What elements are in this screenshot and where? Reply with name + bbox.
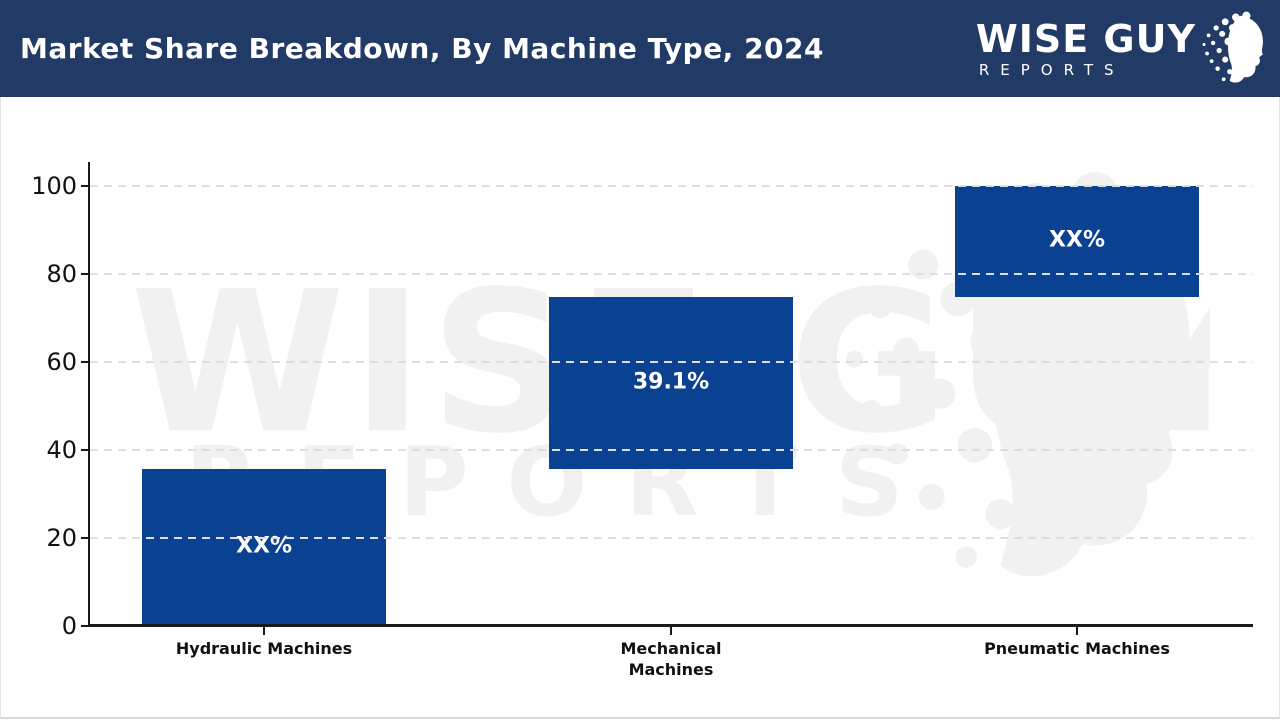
x-tick-mark	[263, 627, 265, 635]
page-title: Market Share Breakdown, By Machine Type,…	[20, 32, 824, 65]
y-tick-label: 80	[46, 260, 77, 288]
y-tick-mark	[81, 625, 89, 627]
x-category-label: Pneumatic Machines	[937, 638, 1217, 659]
x-category-label-line: Machines	[628, 660, 714, 679]
bar-value-label: 39.1%	[632, 369, 710, 395]
y-tick-label: 40	[46, 436, 77, 464]
y-tick-mark	[81, 185, 89, 187]
y-tick-mark	[81, 361, 89, 363]
bar-value-label: XX%	[1049, 227, 1105, 253]
y-tick-mark	[81, 537, 89, 539]
y-gridline	[90, 273, 1253, 275]
x-category-label-line: Pneumatic Machines	[984, 639, 1170, 658]
y-axis-line	[88, 162, 90, 627]
x-axis-line	[88, 624, 1253, 627]
bar-mechanical-machines: 39.1%	[549, 296, 793, 469]
x-category-label: Mechanical Machines	[531, 638, 811, 680]
y-gridline	[90, 537, 1253, 539]
wiseguy-logo: WISE GUY REPORTS	[976, 9, 1266, 89]
y-gridline	[90, 361, 1253, 363]
y-tick-label: 60	[46, 348, 77, 376]
bar-hydraulic-machines: XX%	[142, 468, 386, 626]
x-category-label: Hydraulic Machines	[124, 638, 404, 659]
header: Market Share Breakdown, By Machine Type,…	[0, 0, 1280, 97]
y-tick-label: 20	[46, 524, 77, 552]
logo-wordmark: WISE GUY	[975, 16, 1196, 61]
y-tick-mark	[81, 273, 89, 275]
logo-subtitle: REPORTS	[978, 60, 1125, 79]
x-category-label-line: Mechanical	[620, 639, 722, 658]
y-tick-label: 100	[31, 172, 77, 200]
logo-text: WISE GUY REPORTS	[976, 20, 1196, 78]
y-tick-mark	[81, 449, 89, 451]
y-tick-label: 0	[61, 612, 77, 640]
y-gridline	[90, 449, 1253, 451]
x-tick-mark	[1076, 627, 1078, 635]
y-gridline	[90, 185, 1253, 187]
x-tick-mark	[670, 627, 672, 635]
x-category-label-line: Hydraulic Machines	[175, 639, 353, 658]
bar-pneumatic-machines: XX%	[955, 186, 1199, 297]
